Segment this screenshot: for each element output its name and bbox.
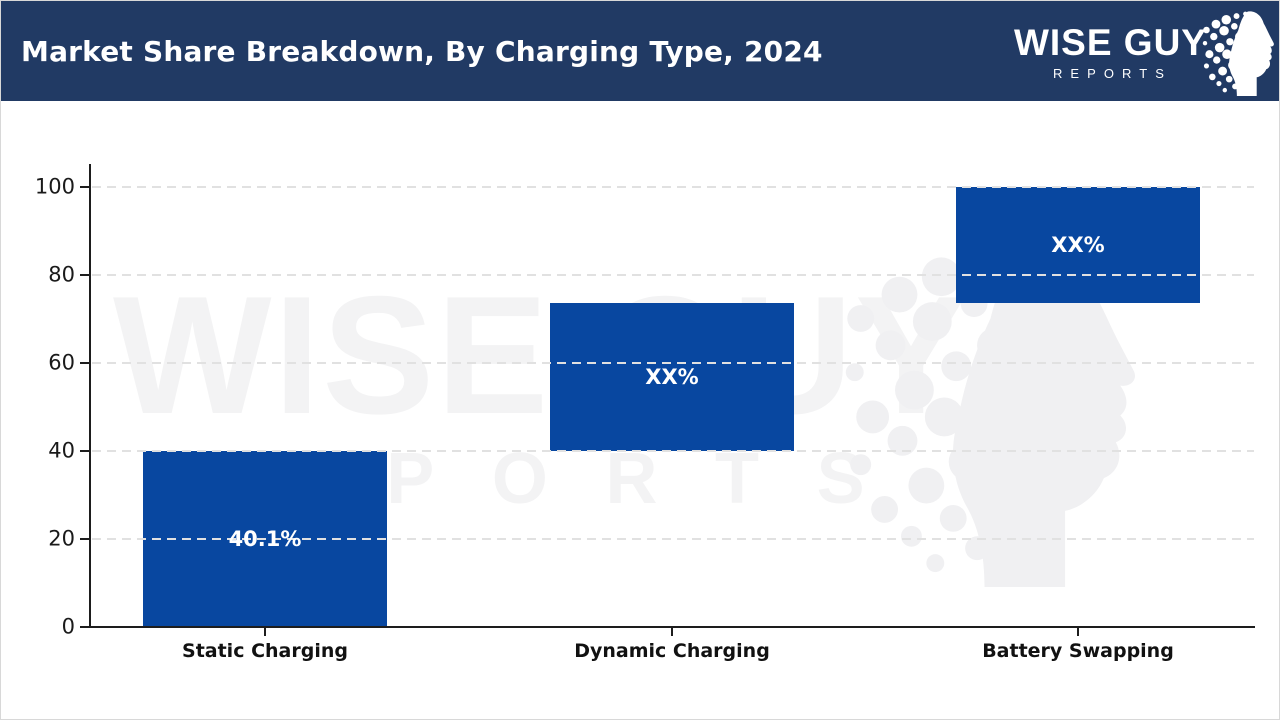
x-category-label-2: Battery Swapping bbox=[982, 640, 1174, 662]
bar-label-0: 40.1% bbox=[228, 526, 302, 551]
gridline-20 bbox=[92, 538, 1254, 540]
gridline-100 bbox=[92, 186, 1254, 188]
page-title: Market Share Breakdown, By Charging Type… bbox=[21, 34, 823, 68]
x-tick-1 bbox=[671, 628, 673, 636]
x-axis-line bbox=[89, 626, 1255, 628]
gridline-40 bbox=[92, 450, 1254, 452]
y-axis-line bbox=[89, 164, 91, 628]
watermark-wordmark: WISE GUY bbox=[113, 261, 970, 449]
y-tick-label-40: 40 bbox=[48, 438, 75, 463]
brand-logo-text: WISE GUY REPORTS bbox=[1014, 24, 1207, 81]
bar-1 bbox=[550, 302, 794, 451]
y-tick-label-20: 20 bbox=[48, 526, 75, 551]
gridline-60 bbox=[92, 362, 1254, 364]
bar-label-2: XX% bbox=[1051, 232, 1105, 257]
y-tick-40 bbox=[80, 450, 89, 452]
bar-2 bbox=[956, 187, 1200, 303]
logo-subtitle: REPORTS bbox=[1052, 65, 1172, 81]
y-tick-label-0: 0 bbox=[61, 614, 75, 639]
y-tick-20 bbox=[80, 538, 89, 540]
x-tick-0 bbox=[264, 628, 266, 636]
y-tick-label-100: 100 bbox=[34, 174, 75, 199]
x-category-label-1: Dynamic Charging bbox=[574, 640, 770, 662]
header-bar: Market Share Breakdown, By Charging Type… bbox=[1, 1, 1279, 101]
brand-logo: WISE GUY REPORTS bbox=[1014, 6, 1275, 98]
bar-label-1: XX% bbox=[645, 364, 699, 389]
x-tick-2 bbox=[1077, 628, 1079, 636]
y-tick-label-60: 60 bbox=[48, 350, 75, 375]
y-tick-100 bbox=[80, 186, 89, 188]
y-tick-60 bbox=[80, 362, 89, 364]
y-tick-80 bbox=[80, 274, 89, 276]
y-tick-label-80: 80 bbox=[48, 262, 75, 287]
logo-wordmark: WISE GUY bbox=[1013, 21, 1207, 63]
gridline-80 bbox=[92, 274, 1254, 276]
y-tick-0 bbox=[80, 626, 89, 628]
logo-head-icon bbox=[1201, 8, 1275, 96]
x-category-label-0: Static Charging bbox=[182, 640, 348, 662]
